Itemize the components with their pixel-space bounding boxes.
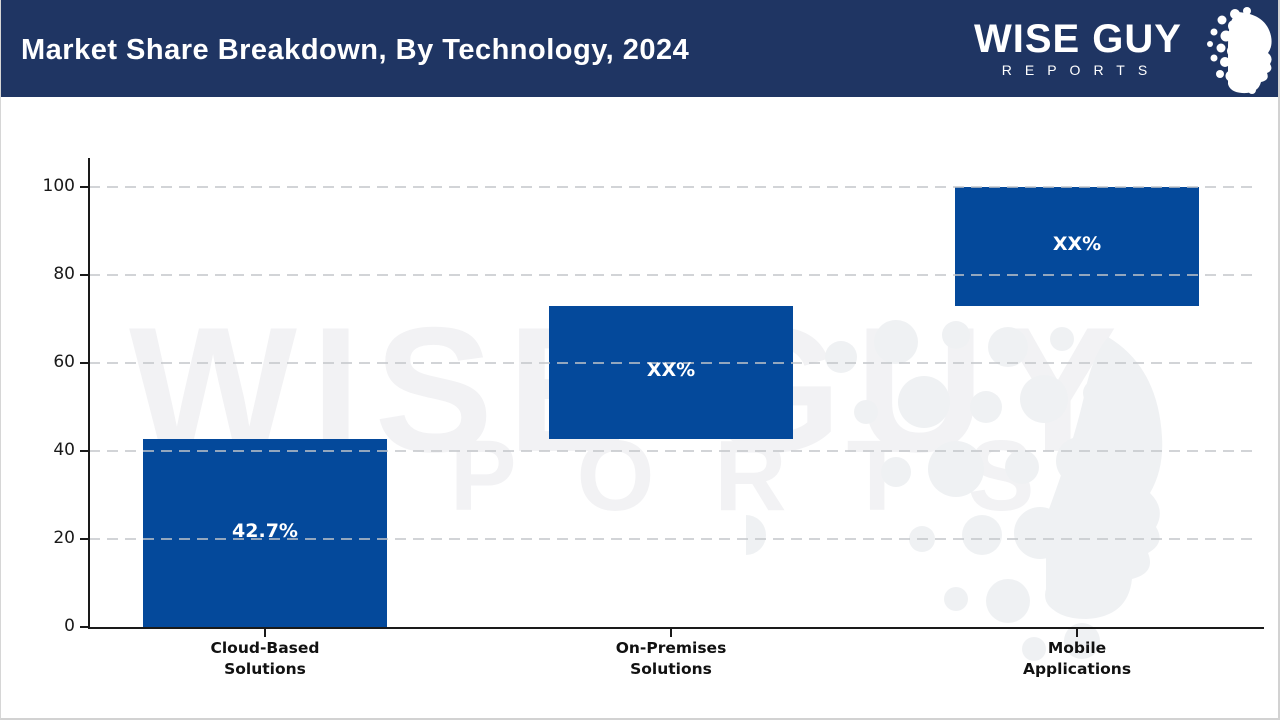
brand-logo: WISE GUY REPORTS: [974, 4, 1272, 94]
x-category-label-line: Solutions: [630, 660, 712, 678]
bar-value-label-0: 42.7%: [232, 519, 298, 542]
gridline-100: [89, 185, 1254, 188]
y-tick-mark-100: [80, 185, 89, 188]
x-axis: [88, 627, 1264, 629]
watermark-face-icon: [746, 320, 1163, 661]
y-tick-label-0: 0: [64, 616, 75, 636]
x-category-label-line: Cloud-Based: [210, 639, 320, 657]
y-tick-label-100: 100: [42, 175, 75, 196]
x-category-label-1: On-Premises Solutions: [541, 638, 801, 680]
y-tick-mark-40: [80, 449, 89, 452]
y-tick-mark-80: [80, 273, 89, 276]
y-tick-mark-60: [80, 361, 89, 364]
x-category-label-line: Applications: [1022, 660, 1132, 678]
face-profile-logo-icon: [1207, 7, 1272, 94]
bar-0: [143, 438, 387, 627]
y-tick-mark-20: [80, 537, 89, 540]
x-tick-mark-1: [670, 629, 672, 637]
x-tick-mark-2: [1076, 629, 1078, 637]
brand-logo-text: WISE GUY REPORTS: [974, 18, 1182, 78]
x-category-label-line: Mobile: [1047, 639, 1107, 657]
gridline-20: [89, 537, 1254, 540]
gridline-60: [89, 361, 1254, 364]
gridline-40: [89, 449, 1254, 452]
bar-1: [549, 305, 793, 439]
x-tick-mark-0: [264, 629, 266, 637]
bar-value-label-2: XX%: [1052, 233, 1102, 256]
bar-value-label-1: XX%: [646, 359, 696, 382]
x-category-label-0: Cloud-Based Solutions: [135, 638, 395, 680]
header: Market Share Breakdown, By Technology, 2…: [1, 0, 1278, 97]
bar-2: [955, 186, 1199, 306]
y-tick-mark-0: [80, 626, 89, 628]
x-category-label-line: Solutions: [224, 660, 306, 678]
gridline-80: [89, 273, 1254, 276]
y-tick-label-60: 60: [53, 351, 75, 372]
page-title: Market Share Breakdown, By Technology, 2…: [21, 34, 690, 66]
y-tick-label-80: 80: [53, 263, 75, 284]
brand-name: WISE GUY: [973, 17, 1182, 61]
chart: WISE GUY REPORTS 42.7%XX%XX% 02040608010…: [1, 97, 1278, 718]
y-tick-label-20: 20: [53, 527, 75, 548]
y-axis: [88, 158, 90, 629]
x-category-label-line: On-Premises: [615, 639, 727, 657]
x-category-label-2: Mobile Applications: [947, 638, 1207, 680]
brand-subname: REPORTS: [1001, 62, 1161, 78]
y-tick-label-40: 40: [53, 439, 75, 460]
